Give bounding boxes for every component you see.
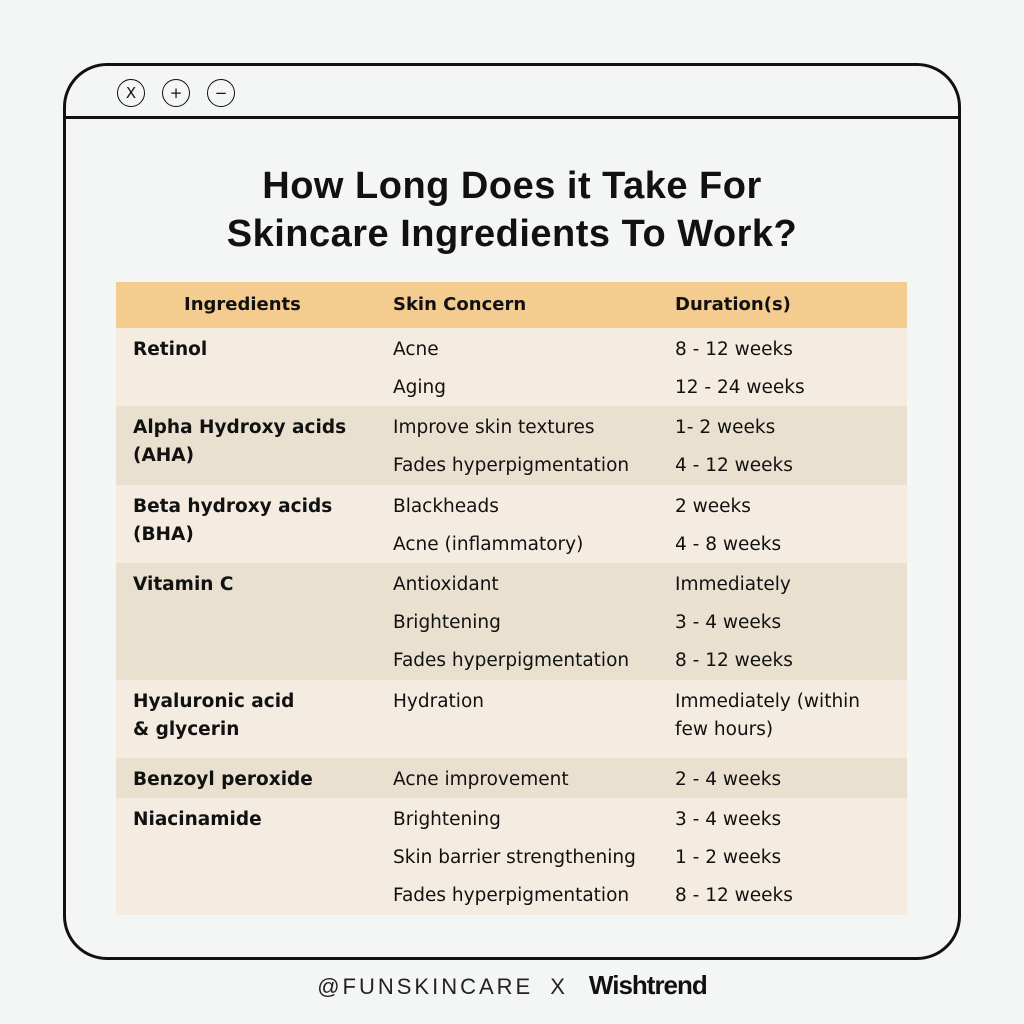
table-row-group: Vitamin C Antioxidant Immediately Brighteni… [116,563,907,680]
table-row: Acne improvement 2 - 4 weeks [393,766,907,804]
skin-concern: Acne (inflammatory) [393,534,584,555]
table-row-group: Alpha Hydroxy acids (AHA) Improve skin te… [116,406,907,485]
table-row: Blackheads 2 weeks [393,493,907,531]
table-row: Hydration Immediately (within few hours) [393,688,907,740]
duration: 8 - 12 weeks [675,650,793,671]
duration: 2 - 4 weeks [675,769,782,790]
footer-handle: @FUNSKINCARE [317,974,534,999]
duration: Immediately [675,574,791,595]
window-titlebar: X + − [66,66,958,119]
table-row: Aging 12 - 24 weeks [393,374,907,412]
skin-concern: Fades hyperpigmentation [393,455,630,476]
table-row: Improve skin textures 1- 2 weeks [393,414,907,452]
brand-logo: Wishtrend [588,970,708,1000]
header-ingredients: Ingredients [184,294,301,315]
skin-concern: Hydration [393,691,484,712]
table-row-group: Benzoyl peroxide Acne improvement 2 - 4 we… [116,758,907,798]
duration: 4 - 12 weeks [675,455,793,476]
ingredient-name: Vitamin C [133,574,234,595]
ingredient-name: Niacinamide [133,809,262,830]
duration: 1- 2 weeks [675,417,776,438]
ingredient-name: Benzoyl peroxide [133,769,313,790]
duration: 3 - 4 weeks [675,612,782,633]
footer-separator: X [550,974,568,999]
table-row: Acne 8 - 12 weeks [393,336,907,374]
ingredient-name: Beta hydroxy acids (BHA) [133,496,333,545]
header-skin-concern: Skin Concern [393,294,527,315]
table-row: Antioxidant Immediately [393,571,907,609]
duration: 8 - 12 weeks [675,339,793,360]
skin-concern: Acne [393,339,439,360]
title-line-2: Skincare Ingredients To Work? [226,213,798,255]
table-row: Fades hyperpigmentation 8 - 12 weeks [393,647,907,685]
duration: Immediately (within few hours) [675,691,861,740]
table-row: Fades hyperpigmentation 4 - 12 weeks [393,452,907,490]
skin-concern: Fades hyperpigmentation [393,885,630,906]
table-row: Brightening 3 - 4 weeks [393,806,907,844]
ingredients-table: Ingredients Skin Concern Duration(s) Ret… [116,282,907,915]
duration: 1 - 2 weeks [675,847,782,868]
table-row-group: Retinol Acne 8 - 12 weeks Aging 12 - 24 week… [116,328,907,406]
skin-concern: Antioxidant [393,574,499,595]
header-durations: Duration(s) [675,294,791,315]
footer: @FUNSKINCARE X Wishtrend [0,970,1024,1001]
close-icon[interactable]: X [117,79,145,107]
skin-concern: Fades hyperpigmentation [393,650,630,671]
table-body: Retinol Acne 8 - 12 weeks Aging 12 - 24 week… [116,328,907,915]
skin-concern: Brightening [393,809,501,830]
duration: 3 - 4 weeks [675,809,782,830]
skin-concern: Acne improvement [393,769,569,790]
title-line-1: How Long Does it Take For [262,165,762,207]
minus-icon[interactable]: − [207,79,235,107]
duration: 4 - 8 weeks [675,534,782,555]
plus-icon[interactable]: + [162,79,190,107]
table-header: Ingredients Skin Concern Duration(s) [116,282,907,328]
ingredient-name: Hyaluronic acid & glycerin [133,691,295,740]
ingredient-name: Retinol [133,339,208,360]
table-row: Fades hyperpigmentation 8 - 12 weeks [393,882,907,920]
table-row: Skin barrier strengthening 1 - 2 weeks [393,844,907,882]
page-title: How Long Does it Take For Skincare Ingre… [0,162,1024,258]
duration: 8 - 12 weeks [675,885,793,906]
skin-concern: Brightening [393,612,501,633]
table-row: Acne (inflammatory) 4 - 8 weeks [393,531,907,569]
skin-concern: Aging [393,377,447,398]
duration: 12 - 24 weeks [675,377,805,398]
ingredient-name: Alpha Hydroxy acids (AHA) [133,417,347,466]
duration: 2 weeks [675,496,751,517]
table-row: Brightening 3 - 4 weeks [393,609,907,647]
table-row-group: Hyaluronic acid & glycerin Hydration Immed… [116,680,907,758]
table-row-group: Niacinamide Brightening 3 - 4 weeks Skin ba… [116,798,907,915]
table-row-group: Beta hydroxy acids (BHA) Blackheads 2 week… [116,485,907,563]
skin-concern: Improve skin textures [393,417,595,438]
skin-concern: Blackheads [393,496,499,517]
skin-concern: Skin barrier strengthening [393,847,636,868]
